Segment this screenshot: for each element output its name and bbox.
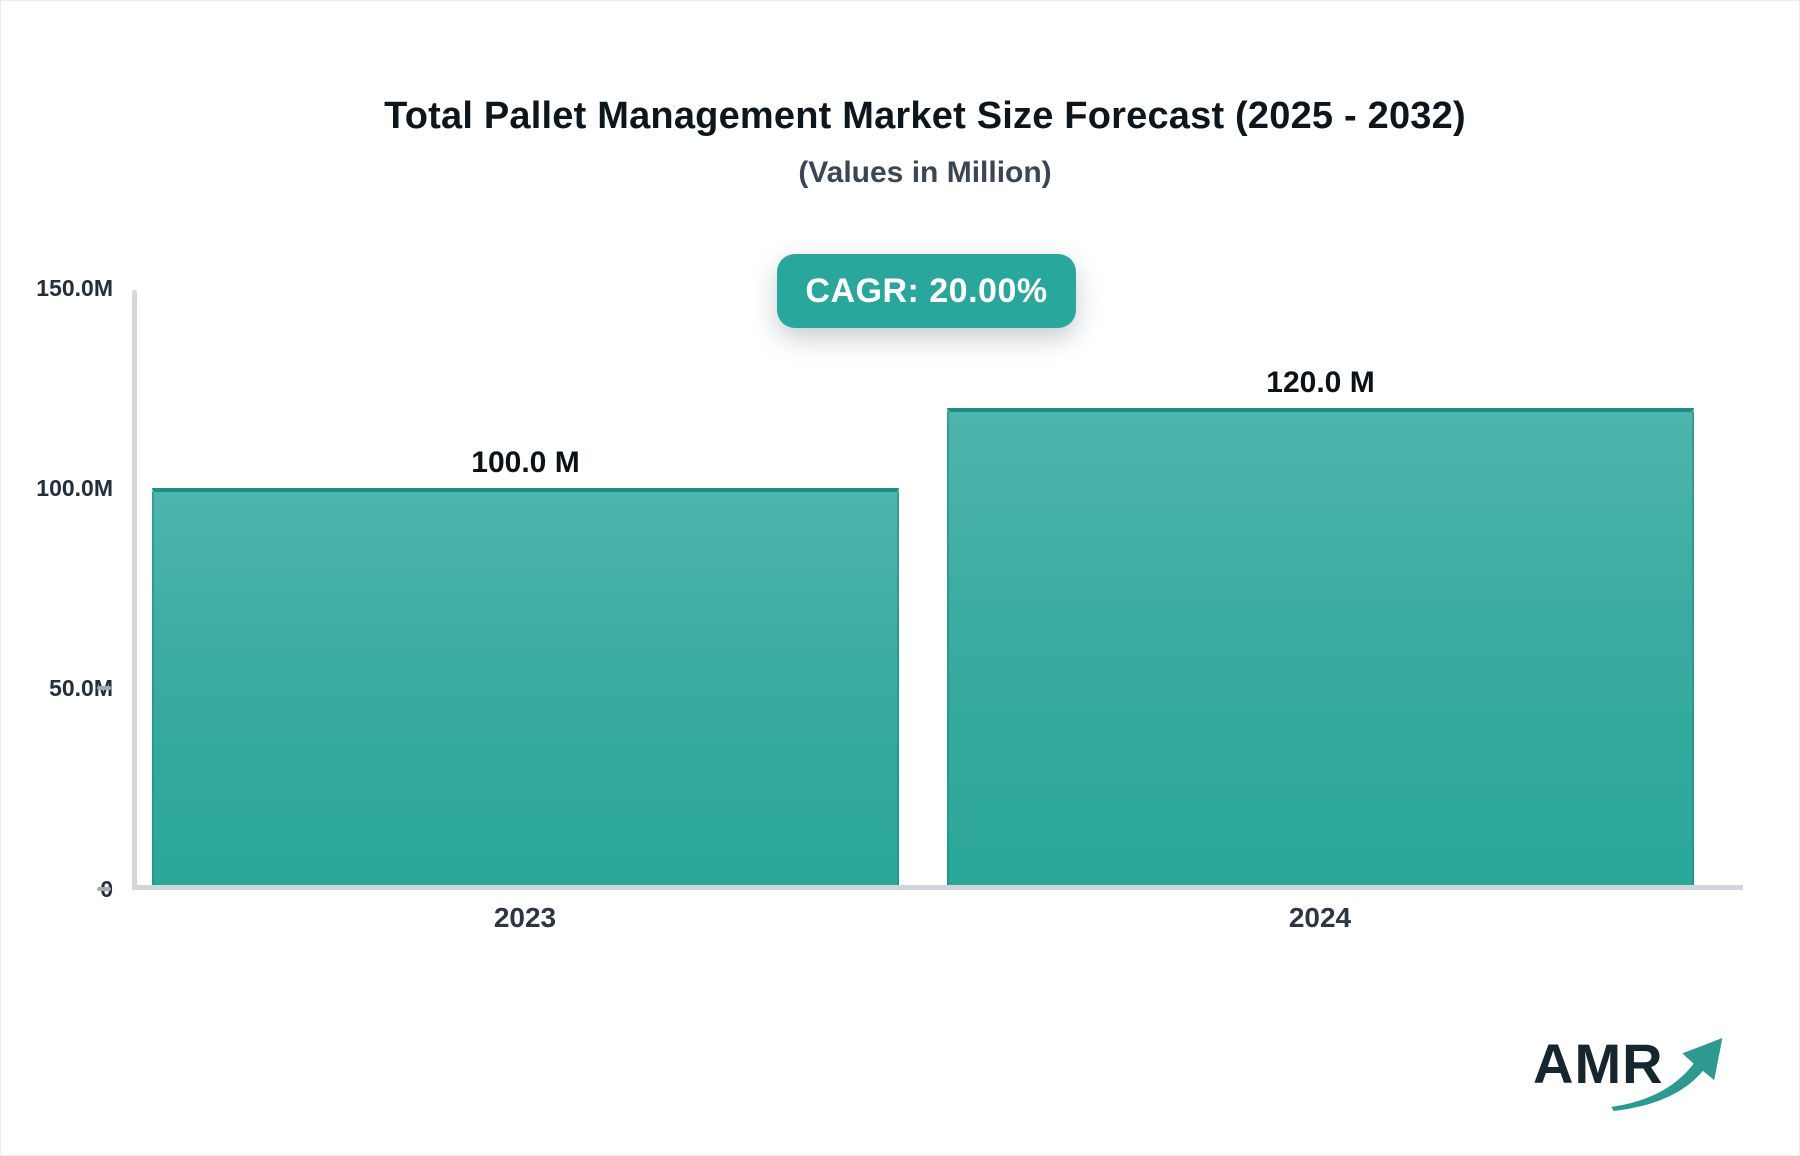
amr-logo: AMR bbox=[1533, 1031, 1723, 1113]
x-tick-label-2024: 2024 bbox=[1288, 902, 1352, 933]
chart-header: Total Pallet Management Market Size Fore… bbox=[49, 1, 1799, 189]
y-tick-label-150m: 150.0M bbox=[36, 275, 113, 301]
cagr-badge-label: CAGR: 20.00% bbox=[805, 271, 1048, 310]
cagr-badge: CAGR: 20.00% bbox=[777, 254, 1076, 328]
y-tick-mark-0 bbox=[97, 887, 111, 891]
bar-value-label-2024: 120.0 M bbox=[1266, 366, 1375, 400]
x-axis-line bbox=[132, 885, 1743, 890]
growth-arrow-icon bbox=[1611, 1038, 1723, 1111]
bar-2023[interactable]: 100.0 M bbox=[152, 446, 899, 889]
bar-value-label-2023: 100.0 M bbox=[471, 446, 580, 480]
x-tick-label-2023: 2023 bbox=[493, 902, 557, 933]
y-tick-label-100m: 100.0M bbox=[36, 475, 113, 501]
bar-2024[interactable]: 120.0 M bbox=[947, 366, 1694, 889]
y-tick-mark-50m bbox=[97, 686, 111, 690]
chart-subtitle: (Values in Million) bbox=[798, 156, 1052, 189]
y-axis-line bbox=[132, 290, 137, 890]
amr-logo-text: AMR bbox=[1533, 1032, 1664, 1095]
plot-area: 100.0 M 120.0 M 2023 2024 bbox=[138, 288, 1743, 933]
chart-title: Total Pallet Management Market Size Fore… bbox=[384, 95, 1466, 137]
